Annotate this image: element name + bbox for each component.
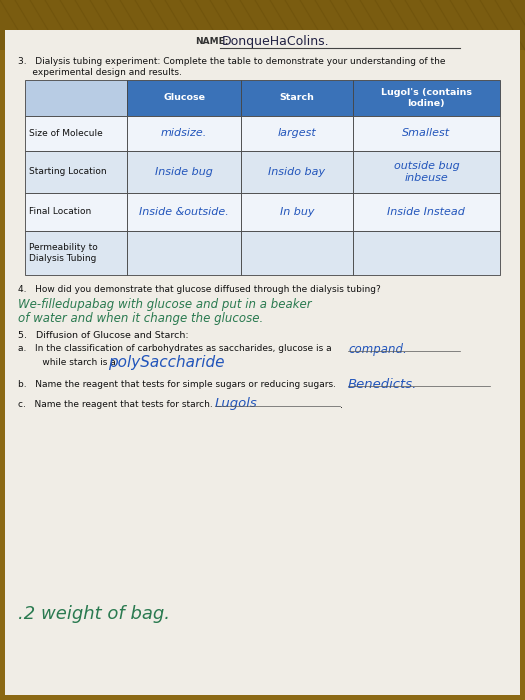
Text: Lugols: Lugols [215,397,258,410]
Text: of water and when it change the glucose.: of water and when it change the glucose. [18,312,263,325]
Bar [353,151,500,193]
Text: Lugol's (contains
Iodine): Lugol's (contains Iodine) [381,88,472,108]
Bar [353,80,500,116]
Bar [241,231,353,275]
Bar [127,231,241,275]
Bar [0,0,525,50]
Bar [25,151,127,193]
Bar [25,80,127,116]
Text: .: . [340,400,343,410]
Text: .2 weight of bag.: .2 weight of bag. [18,605,170,623]
Text: Inside bug: Inside bug [155,167,213,177]
Text: experimental design and results.: experimental design and results. [18,68,182,77]
Bar [353,116,500,151]
Text: Starting Location: Starting Location [29,167,107,176]
Text: Inside &outside.: Inside &outside. [139,207,229,217]
Text: DonqueHaColins.: DonqueHaColins. [222,34,330,48]
Text: Final Location: Final Location [29,207,91,216]
Bar [25,231,127,275]
Text: Benedicts.: Benedicts. [348,378,417,391]
Bar [353,231,500,275]
Bar [127,80,241,116]
Text: Glucose: Glucose [163,94,205,102]
Text: polySaccharide: polySaccharide [108,355,225,370]
Text: Starch: Starch [279,94,314,102]
Bar [127,193,241,231]
Text: b.   Name the reagent that tests for simple sugars or reducing sugars.: b. Name the reagent that tests for simpl… [18,380,336,389]
Text: Permeability to
Dialysis Tubing: Permeability to Dialysis Tubing [29,244,98,262]
Bar [25,116,127,151]
Text: NAME:: NAME: [195,38,228,46]
Bar [127,151,241,193]
Bar [25,193,127,231]
Text: Smallest: Smallest [402,129,450,139]
Text: Insido bay: Insido bay [268,167,326,177]
Text: a.   In the classification of carbohydrates as saccharides, glucose is a: a. In the classification of carbohydrate… [18,344,332,353]
Text: largest: largest [278,129,316,139]
Text: 4.   How did you demonstrate that glucose diffused through the dialysis tubing?: 4. How did you demonstrate that glucose … [18,285,381,294]
Text: midsize.: midsize. [161,129,207,139]
Text: 5.   Diffusion of Glucose and Starch:: 5. Diffusion of Glucose and Starch: [18,331,188,340]
Bar [241,193,353,231]
Text: In buy: In buy [280,207,314,217]
Text: compand.: compand. [348,343,407,356]
Text: Inside Instead: Inside Instead [387,207,465,217]
Text: 3.   Dialysis tubing experiment: Complete the table to demonstrate your understa: 3. Dialysis tubing experiment: Complete … [18,57,446,66]
Bar [127,116,241,151]
Text: while starch is a: while starch is a [28,358,116,367]
Bar [241,80,353,116]
Text: c.   Name the reagent that tests for starch.: c. Name the reagent that tests for starc… [18,400,213,409]
Text: Size of Molecule: Size of Molecule [29,129,103,138]
Text: We-filledupabag with glucose and put in a beaker: We-filledupabag with glucose and put in … [18,298,312,311]
Bar [241,116,353,151]
Bar [353,193,500,231]
Text: outside bug
inbeuse: outside bug inbeuse [394,161,459,183]
Bar [241,151,353,193]
